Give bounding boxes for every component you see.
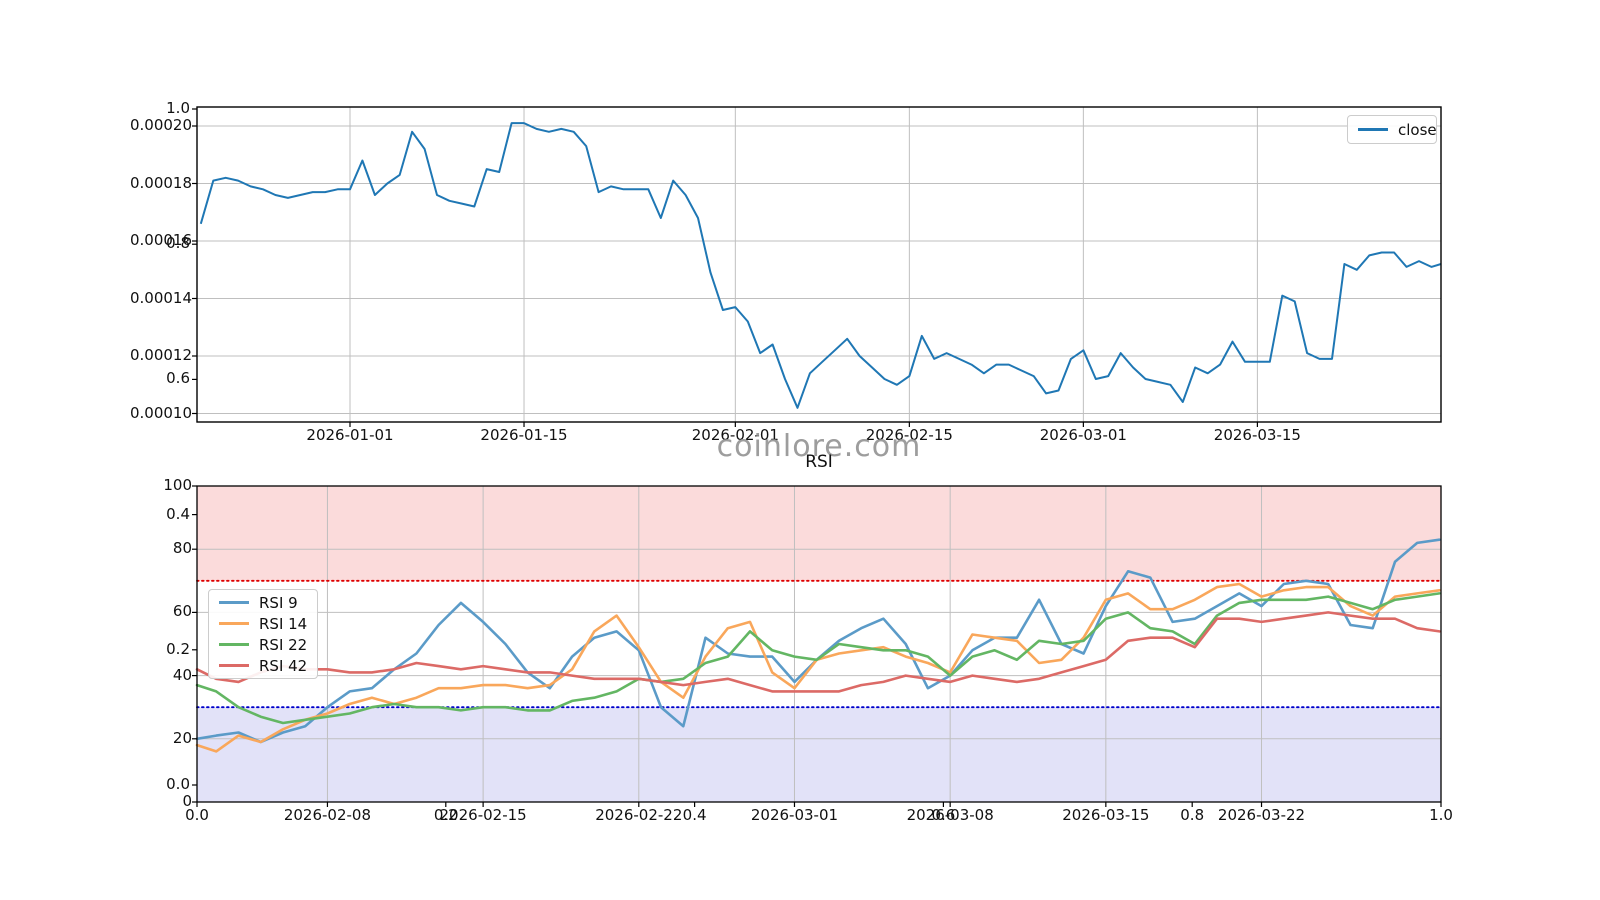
rsi-x-tick-label: 2026-02-08 (283, 806, 372, 824)
hidden-axis-x-tick-label: 0.8 (1180, 806, 1205, 824)
legend-label-rsi14: RSI 14 (259, 614, 308, 633)
rsi-x-tick-label: 2026-03-08 (906, 806, 994, 824)
price-x-tick-label: 2026-03-15 (1213, 426, 1301, 444)
hidden-axis-x-tick-label: 0.4 (682, 806, 707, 824)
price-x-tick-label: 2026-01-15 (480, 426, 568, 444)
price-x-tick-label: 2026-01-01 (306, 426, 394, 444)
rsi-y-tick-label: 60 (172, 602, 192, 621)
price-frame (196, 106, 1442, 423)
rsi-frame (196, 485, 1442, 803)
rsi-x-tick-label: 2026-03-15 (1062, 806, 1150, 824)
rsi22-line-sample-icon (219, 643, 249, 646)
rsi-y-tick-label: 20 (172, 728, 192, 747)
legend-item-rsi14: RSI 14 (209, 613, 317, 634)
oversold-region (197, 707, 1441, 802)
price-x-tick-label: 2026-03-01 (1039, 426, 1127, 444)
hidden-axis-x-tick-label: 0.2 (433, 806, 458, 824)
price-legend: close (1347, 115, 1437, 144)
price-y-tick-label: 0.00012 (129, 346, 192, 364)
rsi-x-tick-label: 2026-03-01 (750, 806, 839, 824)
price-y-tick-label: 0.00010 (129, 403, 192, 422)
price-y-tick-label: 0.00014 (129, 288, 192, 307)
price-x-tick-label: 2026-02-15 (865, 426, 953, 444)
price-y-tick-label: 0.00016 (129, 231, 192, 249)
hidden-axis-y-tick-label: 0.2 (166, 639, 190, 658)
hidden-axis-y-tick-label: 0.6 (166, 369, 190, 388)
close-line (199, 122, 1442, 409)
rsi14-line-sample-icon (219, 622, 249, 625)
hidden-axis-y-tick-label: 1.0 (166, 99, 190, 117)
legend-item-rsi22: RSI 22 (209, 634, 317, 655)
legend-item-rsi9: RSI 9 (209, 592, 317, 613)
rsi-legend: RSI 9 RSI 14 RSI 22 RSI 42 (208, 589, 319, 679)
price-plot-area (197, 107, 1441, 422)
legend-label-close: close (1398, 120, 1437, 139)
watermark: coinlore.com (716, 429, 922, 464)
legend-label-rsi22: RSI 22 (259, 635, 308, 654)
price-y-tick-label: 0.00020 (129, 116, 192, 134)
rsi-y-tick-label: 40 (172, 665, 192, 684)
rsi-x-tick-label: 2026-02-22 (595, 806, 683, 824)
rsi-x-tick-label: 2026-03-22 (1217, 806, 1306, 824)
hidden-axis-y-tick-label: 0.0 (166, 775, 190, 793)
hidden-axis-x-tick-label: 0.0 (185, 806, 209, 824)
close-line-sample-icon (1358, 128, 1388, 131)
rsi-y-tick-label: 0 (182, 792, 192, 810)
hidden-axis-x-tick-label: 1.0 (1429, 806, 1453, 824)
rsi-x-tick-label: 2026-02-15 (439, 806, 527, 824)
rsi-y-tick-label: 100 (163, 476, 192, 494)
price-y-tick-label: 0.00018 (129, 173, 192, 192)
hidden-axis-x-tick-label: 0.6 (931, 806, 956, 824)
rsi-chart-title: RSI (805, 452, 833, 472)
rsi22-line (195, 592, 1441, 725)
hidden-axis-y-tick-label: 0.4 (166, 504, 190, 523)
hidden-axis-y-tick-label: 0.8 (166, 234, 190, 253)
price-x-tick-label: 2026-02-01 (691, 426, 779, 444)
rsi42-line-sample-icon (219, 664, 249, 667)
legend-label-rsi42: RSI 42 (259, 656, 308, 675)
legend-item-rsi42: RSI 42 (209, 655, 317, 676)
legend-item-close: close (1348, 119, 1437, 140)
overbought-region (197, 486, 1441, 581)
rsi9-line-sample-icon (219, 601, 249, 604)
rsi42-line (195, 611, 1441, 693)
rsi-y-tick-label: 80 (172, 539, 192, 558)
legend-label-rsi9: RSI 9 (259, 593, 298, 612)
